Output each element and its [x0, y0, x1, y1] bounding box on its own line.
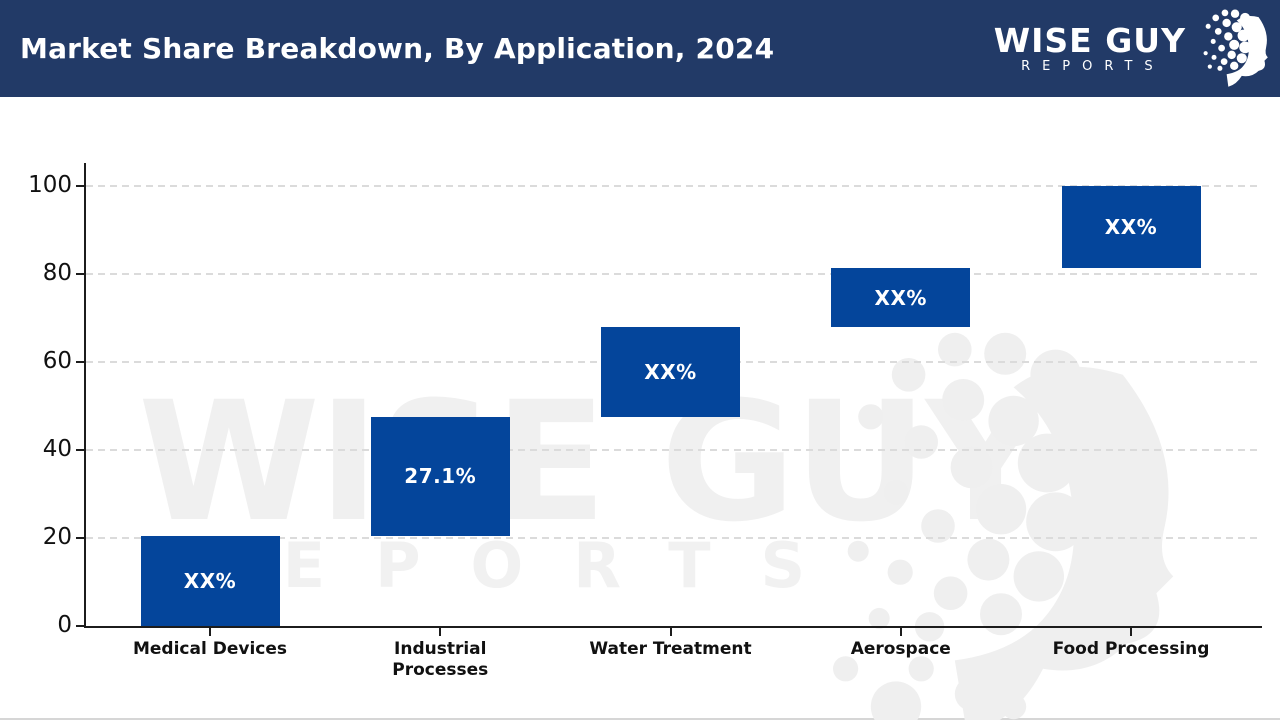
y-axis-tick-label: 100 [28, 172, 72, 198]
y-axis-tick [76, 537, 84, 539]
y-axis-tick-label: 80 [42, 260, 72, 286]
y-gridline [86, 537, 1262, 539]
x-axis-tick [1130, 628, 1132, 636]
y-axis-tick [76, 625, 84, 627]
y-axis-tick [76, 449, 84, 451]
x-axis-category-label: Industrial Processes [392, 639, 489, 680]
y-gridline [86, 273, 1262, 275]
waterfall-bar: XX% [140, 535, 280, 626]
x-axis-category-label: Aerospace [850, 639, 951, 659]
y-axis-tick-label: 40 [42, 436, 72, 462]
waterfall-bar: 27.1% [370, 416, 510, 536]
logo-text: WISE GUY REPORTS [994, 24, 1186, 73]
y-axis-tick [76, 361, 84, 363]
logo-head-icon [1203, 9, 1268, 87]
y-axis-tick-label: 0 [57, 612, 72, 638]
chart-title: Market Share Breakdown, By Application, … [20, 32, 775, 65]
y-axis-tick [76, 185, 84, 187]
logo-subtext: REPORTS [1021, 59, 1165, 74]
bar-value-label: XX% [874, 285, 927, 310]
y-axis-tick [76, 273, 84, 275]
y-axis-line [84, 163, 86, 628]
wise-guy-logo: WISE GUY REPORTS [994, 0, 1272, 97]
x-axis-tick [899, 628, 902, 636]
x-axis-category-label: Medical Devices [132, 639, 287, 659]
bar-value-label: XX% [183, 568, 237, 593]
x-axis-line [84, 626, 1262, 628]
x-axis-tick [669, 628, 672, 636]
waterfall-bar: XX% [601, 327, 740, 417]
watermark-wordmark: WISE GUY [138, 366, 1045, 558]
x-axis-tick [439, 628, 442, 636]
logo-wordmark: WISE GUY [993, 21, 1186, 60]
y-gridline [86, 449, 1262, 451]
waterfall-bar: XX% [831, 268, 971, 328]
y-axis-tick-label: 60 [42, 348, 72, 374]
x-axis-category-label: Food Processing [1052, 639, 1210, 659]
x-axis-category-label: Water Treatment [589, 639, 752, 659]
bar-value-label: 27.1% [404, 464, 477, 489]
header-band: Market Share Breakdown, By Application, … [0, 0, 1280, 97]
y-axis-tick-label: 20 [42, 524, 72, 550]
y-gridline [86, 185, 1262, 187]
watermark-subtext: REPORTS [185, 529, 856, 602]
x-axis-tick [209, 628, 211, 636]
waterfall-bar: XX% [1061, 186, 1201, 269]
bar-value-label: XX% [644, 359, 697, 384]
bar-value-label: XX% [1104, 215, 1158, 240]
